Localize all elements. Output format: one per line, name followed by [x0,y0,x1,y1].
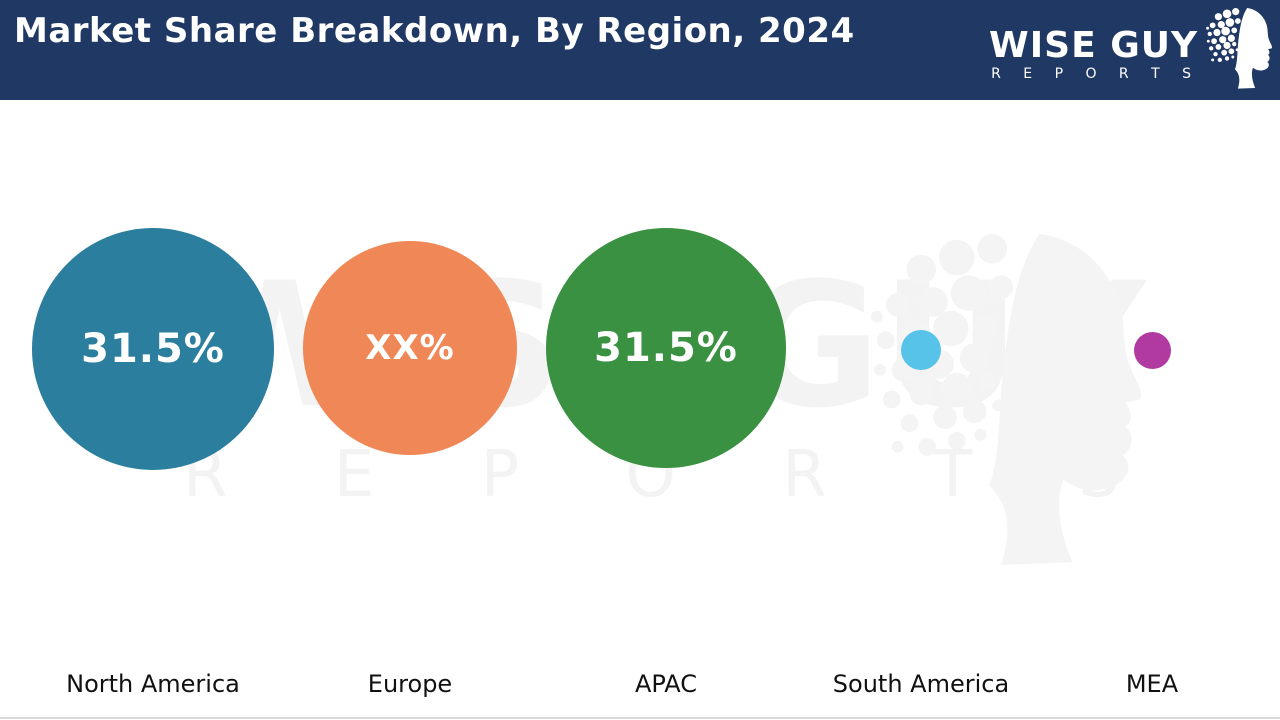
logo-text: WISE GUY R E P O R T S [987,25,1200,83]
region-label-mea: MEA [1125,670,1179,698]
page-title: Market Share Breakdown, By Region, 2024 [14,11,855,51]
header-bar: Market Share Breakdown, By Region, 2024 … [0,0,1280,100]
bubble-north-america: 31.5% [32,228,274,470]
logo-name: WISE GUY [989,25,1199,66]
region-label-europe: Europe [367,670,453,698]
bubble-value: XX% [365,328,455,368]
bubble-chart: 31.5% North America XX% Europe 31.5% APA… [0,100,1280,720]
wiseguy-logo: WISE GUY R E P O R T S [987,4,1276,92]
watermark-head-icon [871,233,1142,566]
bubble-value: 31.5% [594,325,738,371]
bubble-south-america [901,330,941,370]
bottom-divider [0,717,1280,719]
bubble-value: 31.5% [81,326,225,372]
region-label-north-america: North America [66,670,240,698]
bubble-mea [1133,331,1171,369]
bubble-europe: XX% [303,241,517,455]
region-label-apac: APAC [634,670,698,698]
logo-head-icon [1206,8,1272,89]
bubble-apac: 31.5% [546,228,786,468]
logo-subtitle: R E P O R T S [991,66,1200,82]
region-label-south-america: South America [832,670,1010,698]
